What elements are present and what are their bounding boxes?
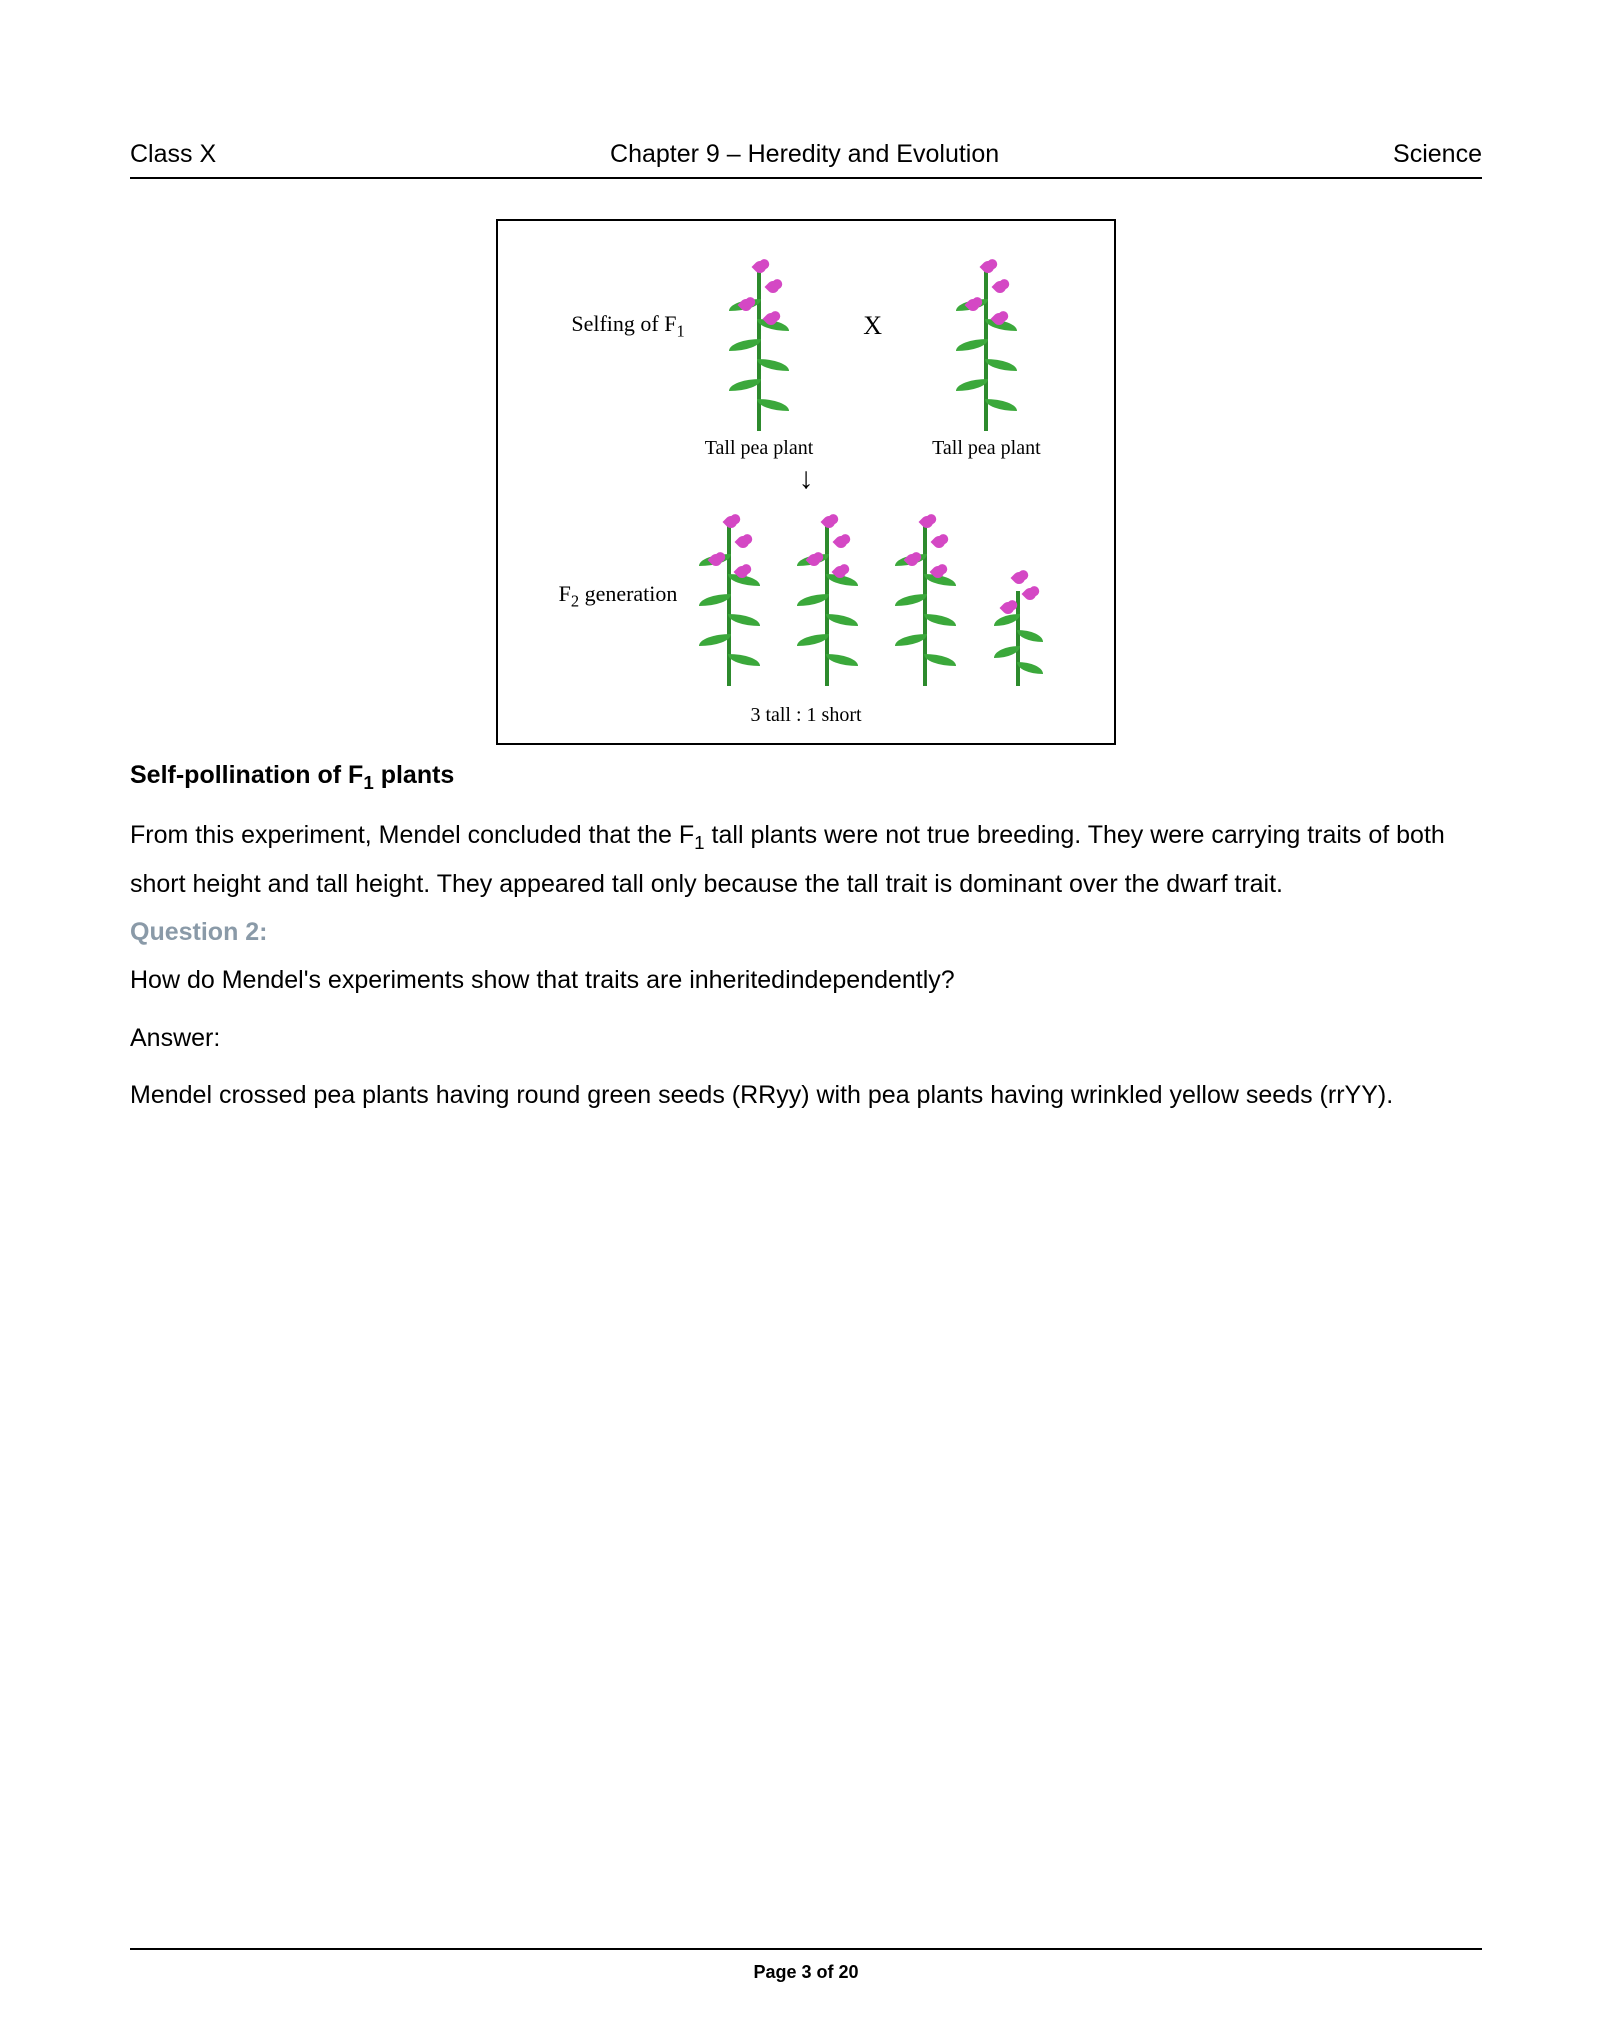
diagram-container: Selfing of F1 Tall pea plant [130, 219, 1482, 745]
ratio-label: 3 tall : 1 short [518, 704, 1094, 727]
tall-label-right: Tall pea plant [932, 437, 1041, 460]
question-text: How do Mendel's experiments show that tr… [130, 957, 1482, 1005]
question-label: Question 2: [130, 918, 1482, 947]
selfing-label: Selfing of F1 [571, 311, 684, 341]
f2-tall-plant-2 [787, 506, 867, 686]
page-header: Class X Chapter 9 – Heredity and Evoluti… [130, 140, 1482, 179]
chapter-title: Chapter 9 – Heredity and Evolution [216, 140, 1393, 169]
subject-label: Science [1393, 140, 1482, 169]
page-number: Page 3 of 20 [0, 1962, 1612, 1983]
f2-after: generation [579, 581, 677, 606]
para1-a: From this experiment, Mendel concluded t… [130, 821, 694, 849]
answer-label: Answer: [130, 1015, 1482, 1063]
selfing-sub: 1 [676, 321, 684, 340]
f2-tall-plant-1 [689, 506, 769, 686]
f2-label: F2 generation [559, 581, 678, 611]
footer-divider [130, 1948, 1482, 1950]
cross-symbol: X [863, 311, 882, 341]
f1-cross-row: Selfing of F1 Tall pea plant [518, 251, 1094, 460]
para1-sub: 1 [694, 832, 704, 853]
section-heading: Self-pollination of F1 plants [130, 761, 1482, 794]
f2-sub: 2 [571, 591, 579, 610]
f2-generation-row: F2 generation [518, 506, 1094, 686]
tall-label-left: Tall pea plant [705, 437, 814, 460]
answer-text: Mendel crossed pea plants having round g… [130, 1072, 1482, 1120]
tall-plant-icon [946, 251, 1026, 431]
tall-plant-icon [719, 251, 799, 431]
class-label: Class X [130, 140, 216, 169]
f2-tall-plant-3 [885, 506, 965, 686]
parent-plant-left: Tall pea plant [705, 251, 814, 460]
page-footer: Page 3 of 20 [0, 1948, 1612, 1983]
paragraph-1: From this experiment, Mendel concluded t… [130, 812, 1482, 908]
heading-suffix: plants [374, 761, 455, 789]
parent-plant-right: Tall pea plant [932, 251, 1041, 460]
selfing-text: Selfing of F [571, 311, 676, 336]
f2-short-plant [983, 566, 1053, 686]
f2-text: F [559, 581, 571, 606]
heading-sub: 1 [363, 772, 373, 793]
diagram-box: Selfing of F1 Tall pea plant [496, 219, 1116, 745]
arrow-down-icon: ↓ [518, 464, 1094, 494]
heading-prefix: Self-pollination of F [130, 761, 363, 789]
